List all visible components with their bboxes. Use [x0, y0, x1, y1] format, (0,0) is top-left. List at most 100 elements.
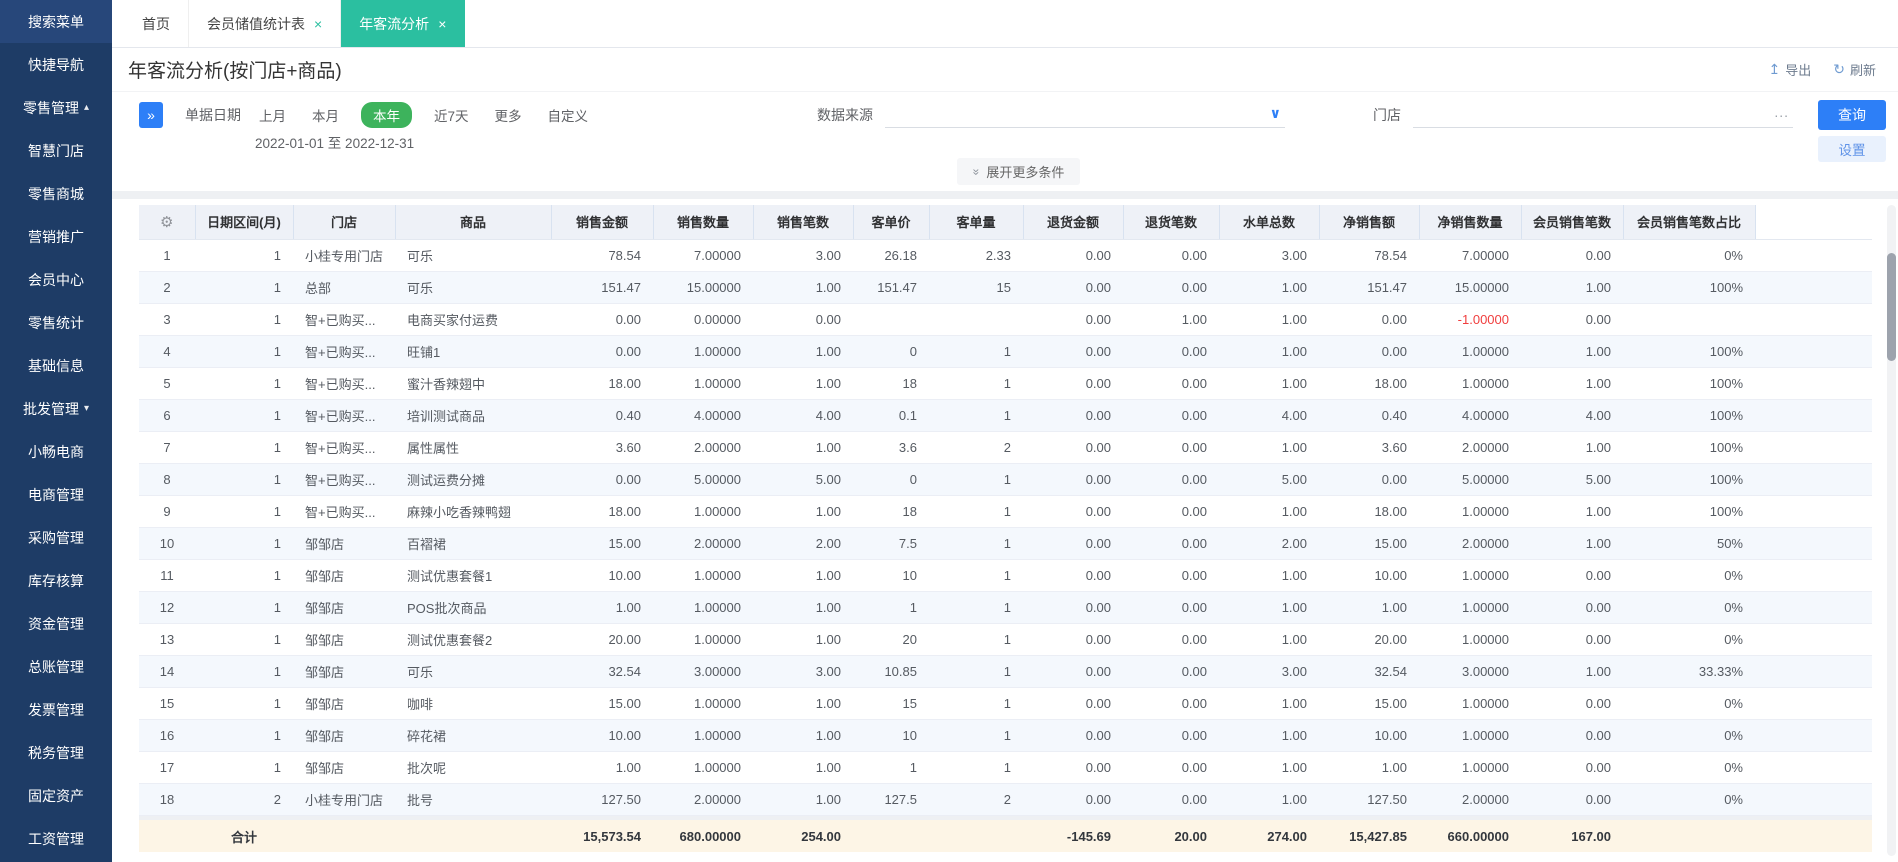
column-header[interactable]: 退货笔数 [1123, 205, 1220, 240]
cell: 1 [195, 335, 293, 368]
date-filter-group: 上月 本月 本年 近7天 更多 自定义 2022-01-01 至 2022-12-31 [255, 102, 592, 152]
sidebar-item-ecommerce-management[interactable]: 电商管理 [0, 473, 112, 516]
date-option-this-year[interactable]: 本年 [361, 102, 412, 128]
table-row[interactable]: 16 1 邹邹店 碎花裙 10.00 1.00000 1.00 10 1 0.00 0.00 1.00… [139, 719, 1872, 752]
column-header[interactable]: 客单量 [929, 205, 1024, 240]
sidebar-item-fund-management[interactable]: 资金管理 [0, 602, 112, 645]
column-header[interactable]: 会员销售笔数 [1521, 205, 1624, 240]
cell [293, 820, 395, 852]
table-row[interactable]: 9 1 智+已购买... 麻辣小吃香辣鸭翅 18.00 1.00000 1.00 18 1 0.0… [139, 495, 1872, 528]
column-header[interactable]: 商品 [395, 205, 552, 240]
table-row[interactable]: 14 1 邹邹店 可乐 32.54 3.00000 3.00 10.85 1 0.00 0.00 3.… [139, 655, 1872, 688]
table-row[interactable]: 12 1 邹邹店 POS批次商品 1.00 1.00000 1.00 1 1 0.00 0.00 1.… [139, 591, 1872, 624]
cell: 18 [853, 367, 929, 400]
sidebar-item-wholesale-management[interactable]: 批发管理 ▾ [0, 387, 112, 430]
refresh-button[interactable]: ↻ 刷新 [1833, 60, 1876, 79]
table-row[interactable]: 2 1 总部 可乐 151.47 15.00000 1.00 151.47 15 0.00 0.00… [139, 271, 1872, 304]
sidebar-item-marketing[interactable]: 营销推广 [0, 215, 112, 258]
table-row[interactable]: 10 1 邹邹店 百褶裙 15.00 2.00000 2.00 7.5 1 0.00 0.00 2.0… [139, 527, 1872, 560]
cell: 0.00 [1521, 559, 1623, 592]
sidebar-item-xiaochang-ecommerce[interactable]: 小畅电商 [0, 430, 112, 473]
table-row[interactable]: 18 2 小桂专用门店 批号 127.50 2.00000 1.00 127.5 2 0.00 0.… [139, 783, 1872, 816]
table-row[interactable]: 11 1 邹邹店 测试优惠套餐1 10.00 1.00000 1.00 10 1 0.00 0.00… [139, 559, 1872, 592]
column-header[interactable]: 净销售数量 [1419, 205, 1522, 240]
sidebar-item-inventory-accounting[interactable]: 库存核算 [0, 559, 112, 602]
sidebar-item-payroll[interactable]: 工资管理 [0, 817, 112, 860]
date-option-last-month[interactable]: 上月 [259, 109, 286, 124]
sidebar-item-purchase-management[interactable]: 采购管理 [0, 516, 112, 559]
sidebar-item-quick-nav[interactable]: 快捷导航 [0, 43, 112, 86]
column-header[interactable]: 客单价 [853, 205, 930, 240]
cell: 1 [195, 463, 293, 496]
query-button[interactable]: 查询 [1818, 100, 1886, 130]
sidebar-item-basic-info[interactable]: 基础信息 [0, 344, 112, 387]
scrollbar-thumb[interactable] [1887, 253, 1896, 361]
column-header[interactable]: 水单总数 [1219, 205, 1320, 240]
expand-label: 展开更多条件 [986, 165, 1065, 180]
tab-annual-customer-flow[interactable]: 年客流分析 × [341, 0, 466, 47]
table-row[interactable]: 6 1 智+已购买... 培训测试商品 0.40 4.00000 4.00 0.1 1 0.00 0… [139, 399, 1872, 432]
date-option-custom[interactable]: 自定义 [547, 109, 589, 124]
sidebar-item-invoice-management[interactable]: 发票管理 [0, 688, 112, 731]
export-button[interactable]: ↥ 导出 [1769, 60, 1812, 79]
table-row[interactable]: 3 1 智+已购买... 电商买家付运费 0.00 0.00000 0.00 0.00 1.00… [139, 303, 1872, 336]
sidebar-item-search-menu[interactable]: 搜索菜单 [0, 0, 112, 43]
cell: 10.85 [853, 655, 929, 688]
close-tab-icon[interactable]: × [438, 15, 447, 32]
sidebar-item-label: 固定资产 [28, 787, 84, 804]
cell: 7.00000 [1419, 239, 1521, 272]
column-header[interactable]: 会员销售笔数占比 [1623, 205, 1756, 240]
date-range-text[interactable]: 2022-01-01 至 2022-12-31 [255, 136, 415, 151]
table-row[interactable]: 15 1 邹邹店 咖啡 15.00 1.00000 1.00 15 1 0.00 0.00 1.00 1… [139, 687, 1872, 720]
sidebar-item-retail-mall[interactable]: 零售商城 [0, 172, 112, 215]
table-row[interactable]: 7 1 智+已购买... 属性属性 3.60 2.00000 1.00 3.6 2 0.00 0.0… [139, 431, 1872, 464]
gear-icon[interactable]: ⚙ [139, 205, 196, 240]
header-filler [1755, 205, 1872, 240]
settings-button[interactable]: 设置 [1818, 136, 1886, 162]
date-option-last-7-days[interactable]: 近7天 [434, 109, 469, 124]
table-row[interactable]: 8 1 智+已购买... 测试运费分摊 0.00 5.00000 5.00 0 1 0.00 0.0… [139, 463, 1872, 496]
expand-more-conditions-button[interactable]: » 展开更多条件 [956, 158, 1081, 185]
sidebar-item-retail-management[interactable]: 零售管理 ▴ [0, 86, 112, 129]
column-header[interactable]: 净销售额 [1319, 205, 1420, 240]
ellipsis-more-icon[interactable]: ... [1774, 104, 1790, 120]
column-header[interactable]: 销售笔数 [753, 205, 854, 240]
source-select[interactable]: ∨ [885, 102, 1286, 128]
cell: 10.00 [551, 559, 653, 592]
cell: 智+已购买... [293, 463, 395, 496]
table-row[interactable]: 5 1 智+已购买... 蜜汁香辣翅中 18.00 1.00000 1.00 18 1 0.00 0… [139, 367, 1872, 400]
table-row[interactable]: 1 1 小桂专用门店 可乐 78.54 7.00000 3.00 26.18 2.33 0.00 0… [139, 239, 1872, 272]
table-row[interactable]: 4 1 智+已购买... 旺铺1 0.00 1.00000 1.00 0 1 0.00 0.00 1.… [139, 335, 1872, 368]
date-option-this-month[interactable]: 本月 [312, 109, 339, 124]
column-header[interactable]: 日期区间(月) [195, 205, 294, 240]
sidebar-item-fixed-assets[interactable]: 固定资产 [0, 774, 112, 817]
store-input[interactable]: ... [1413, 102, 1794, 128]
sidebar-item-smart-store[interactable]: 智慧门店 [0, 129, 112, 172]
sidebar-item-general-ledger[interactable]: 总账管理 [0, 645, 112, 688]
column-header[interactable]: 退货金额 [1023, 205, 1124, 240]
cell: 1 [195, 655, 293, 688]
tab-member-stored-value-report[interactable]: 会员储值统计表 × [189, 0, 342, 47]
date-option-more[interactable]: 更多 [494, 109, 522, 124]
cell: 5.00 [753, 463, 853, 496]
cell: 78.54 [1319, 239, 1419, 272]
cell: 碎花裙 [395, 719, 551, 752]
vertical-scrollbar[interactable] [1887, 205, 1896, 856]
cell: 1.00000 [1419, 559, 1521, 592]
column-header[interactable]: 销售金额 [551, 205, 654, 240]
table-row[interactable]: 17 1 邹邹店 批次呢 1.00 1.00000 1.00 1 1 0.00 0.00 1.00 1.… [139, 751, 1872, 784]
tab-home[interactable]: 首页 [124, 0, 189, 47]
cell: 测试优惠套餐1 [395, 559, 551, 592]
close-tab-icon[interactable]: × [314, 15, 323, 32]
table-row[interactable]: 13 1 邹邹店 测试优惠套餐2 20.00 1.00000 1.00 20 1 0.00 0.00… [139, 623, 1872, 656]
sidebar-item-tax-management[interactable]: 税务管理 [0, 731, 112, 774]
sidebar-item-retail-stats[interactable]: 零售统计 [0, 301, 112, 344]
column-header[interactable]: 销售数量 [653, 205, 754, 240]
cell: 1 [195, 367, 293, 400]
column-header[interactable]: 门店 [293, 205, 396, 240]
cell: 20 [853, 623, 929, 656]
cell: 0.00 [1319, 335, 1419, 368]
collapse-filter-button[interactable]: » [139, 102, 163, 128]
chevron-down-icon[interactable]: ∨ [1269, 105, 1282, 121]
sidebar-item-member-center[interactable]: 会员中心 [0, 258, 112, 301]
